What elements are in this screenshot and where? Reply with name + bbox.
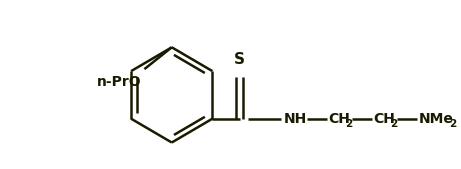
Text: NMe: NMe xyxy=(419,112,454,126)
Text: CH: CH xyxy=(329,112,351,126)
Text: 2: 2 xyxy=(345,119,353,129)
Text: n-PrO: n-PrO xyxy=(97,75,142,89)
Text: NH: NH xyxy=(284,112,307,126)
Text: 2: 2 xyxy=(390,119,397,129)
Text: S: S xyxy=(234,52,245,67)
Text: CH: CH xyxy=(374,112,396,126)
Text: 2: 2 xyxy=(449,119,456,129)
